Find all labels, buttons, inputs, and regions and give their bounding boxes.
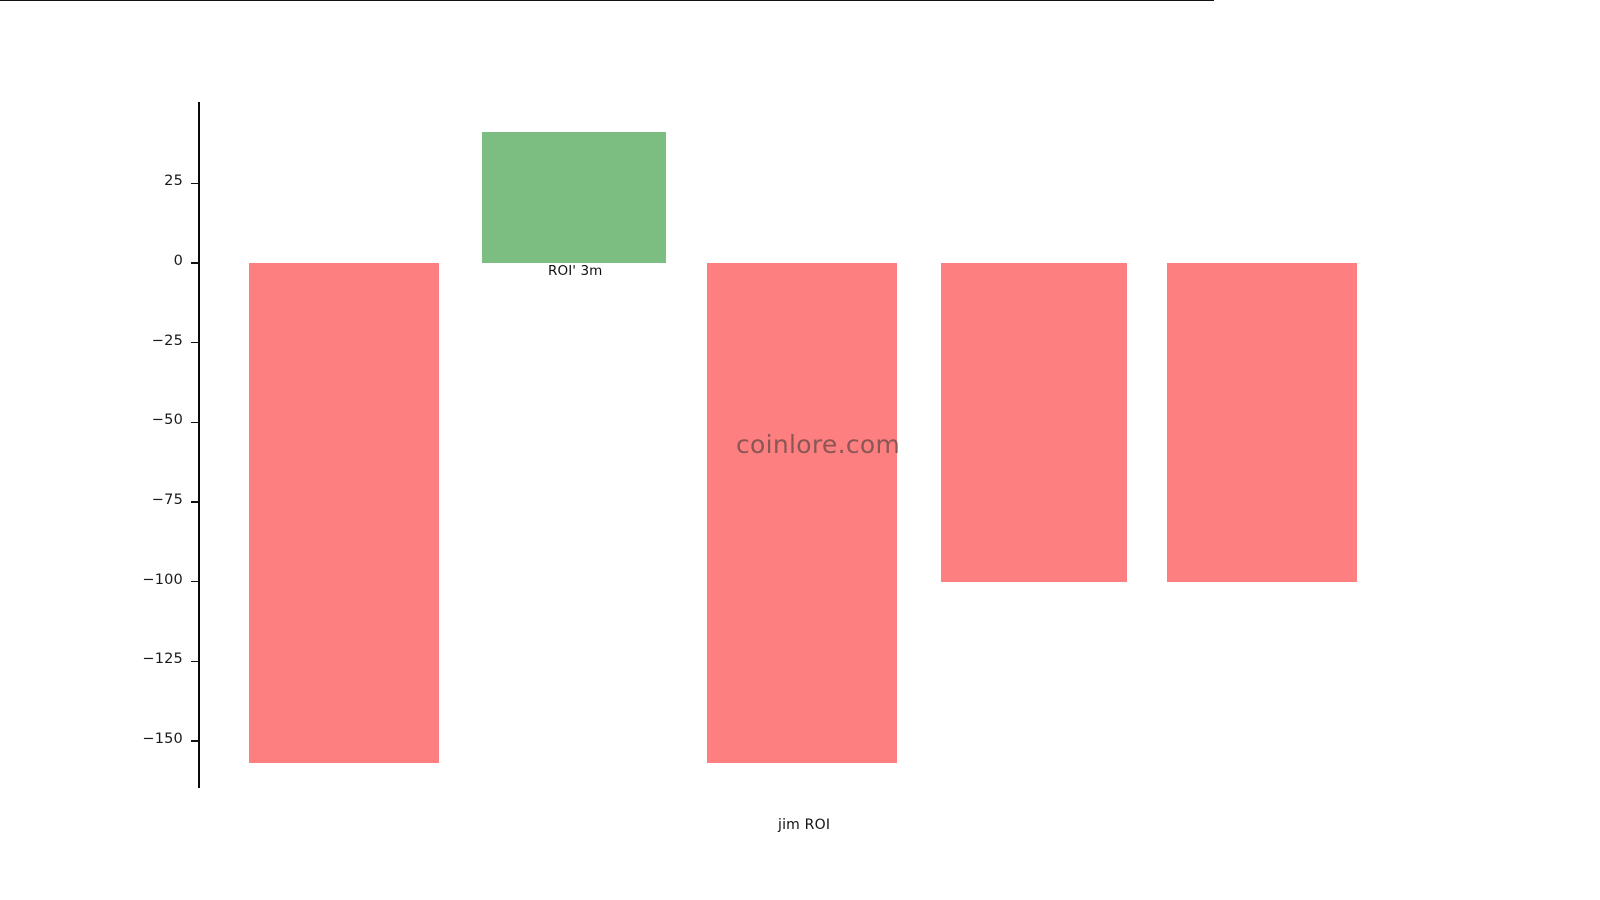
y-tick-mark [191, 182, 198, 185]
y-tick-label: −125 [142, 651, 183, 668]
y-tick-label: 0 [173, 253, 183, 269]
bar-4 [941, 263, 1127, 582]
y-tick-mark [191, 421, 198, 424]
y-axis-spine [198, 102, 200, 788]
bar-3 [707, 263, 897, 764]
y-tick-mark [191, 262, 198, 264]
y-tick-mark [191, 581, 198, 583]
y-tick-mark [191, 740, 198, 742]
bar-1 [249, 263, 439, 764]
y-tick-mark [191, 341, 198, 344]
watermark-text: coinlore.com [736, 430, 901, 459]
category-label: ROI' 3m [548, 263, 603, 279]
y-tick-label: 25 [164, 173, 183, 190]
y-tick-label: −100 [142, 571, 183, 588]
zero-baseline [0, 0, 1214, 2]
x-axis-title: jim ROI [778, 817, 831, 833]
y-tick-label: −25 [151, 332, 183, 349]
y-tick-mark [191, 501, 198, 503]
y-tick-label: −150 [142, 731, 183, 748]
bar-5 [1167, 263, 1357, 582]
y-tick-mark [191, 660, 198, 663]
bar-2 [482, 132, 666, 263]
y-tick-label: −75 [151, 492, 183, 509]
y-tick-label: −50 [151, 412, 183, 429]
